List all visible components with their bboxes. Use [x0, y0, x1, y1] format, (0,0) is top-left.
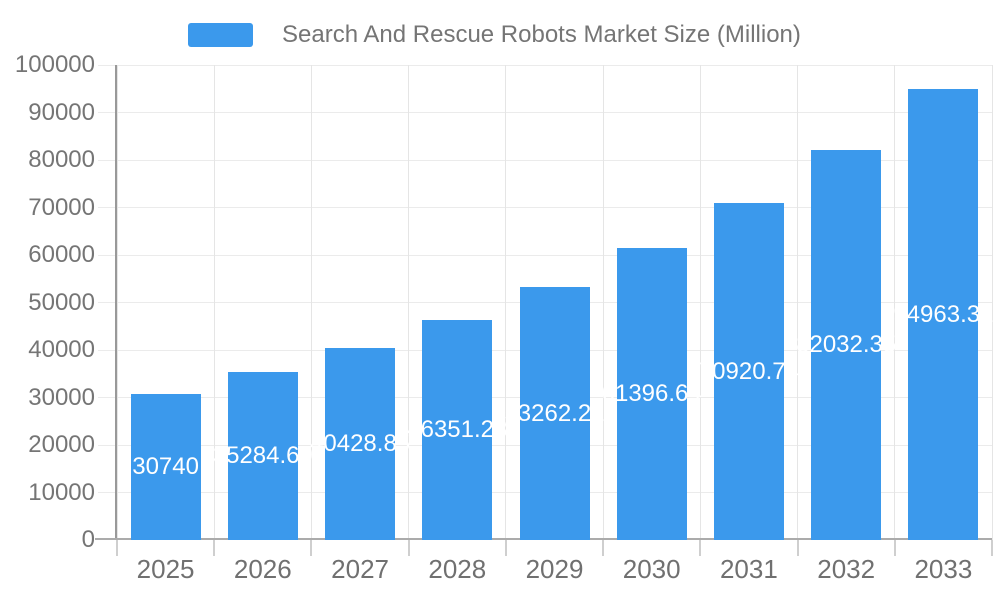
y-gridline	[98, 159, 992, 161]
x-tick-mark	[310, 540, 313, 556]
bar-2025[interactable]: 30740	[130, 394, 201, 540]
x-tick-mark	[602, 540, 605, 556]
y-gridline	[98, 207, 992, 208]
x-gridline	[310, 65, 312, 540]
bar-value-label: 61396.64	[601, 380, 702, 407]
x-gridline	[408, 65, 410, 540]
x-tick-label-2031: 2031	[719, 554, 778, 584]
y-tick-label: 60000	[28, 241, 95, 268]
y-tick-label: 70000	[28, 193, 95, 221]
y-gridline	[98, 64, 992, 66]
x-tick-mark	[116, 540, 118, 556]
x-tick-label-2033: 2033	[914, 554, 973, 584]
y-axis-line	[115, 65, 117, 540]
x-tick-label-2029: 2029	[525, 554, 584, 584]
x-gridline	[505, 65, 507, 540]
x-tick-label-2030: 2030	[622, 554, 681, 584]
x-gridline	[602, 65, 604, 540]
x-gridline	[699, 65, 701, 540]
y-tick-label: 0	[81, 526, 95, 553]
y-tick-label: 80000	[28, 146, 95, 173]
bar-value-label: 70920.74	[698, 357, 799, 385]
bar-2026[interactable]: 35284.69	[213, 372, 313, 540]
bar-value-label: 46351.28	[407, 416, 508, 443]
x-tick-mark	[991, 540, 993, 556]
bar-2030[interactable]: 61396.64	[602, 248, 702, 540]
x-tick-mark	[407, 540, 410, 556]
y-tick-label: 20000	[28, 431, 95, 458]
bar-2028[interactable]: 46351.28	[407, 320, 507, 540]
bar-value-label: 30740	[132, 453, 199, 480]
y-tick-label: 50000	[28, 288, 95, 316]
x-tick-label-2028: 2028	[428, 554, 487, 584]
y-tick-label: 90000	[28, 98, 95, 126]
x-gridline	[894, 65, 896, 540]
legend-swatch[interactable]	[188, 23, 253, 47]
x-tick-mark	[796, 540, 799, 556]
x-gridline	[991, 65, 993, 540]
x-tick-label-2025: 2025	[136, 554, 195, 584]
bar-2031[interactable]: 70920.74	[699, 203, 799, 540]
x-tick-label-2032: 2032	[817, 554, 876, 584]
bar-value-label: 53262.21	[504, 399, 605, 427]
y-tick-label: 100000	[14, 51, 95, 78]
bar-value-label: 40428.85	[310, 430, 411, 457]
x-tick-mark	[213, 540, 216, 556]
y-gridline	[98, 254, 992, 256]
x-tick-mark	[504, 540, 507, 556]
x-tick-label-2027: 2027	[331, 554, 390, 584]
x-gridline	[797, 65, 799, 540]
bar-value-label: 94963.31	[893, 300, 994, 328]
bar-2032[interactable]: 82032.35	[796, 150, 896, 540]
x-tick-mark	[699, 540, 702, 556]
y-tick-label: 30000	[28, 383, 95, 411]
x-tick-label-2026: 2026	[233, 554, 292, 584]
x-tick-mark	[893, 540, 896, 556]
x-gridline	[213, 65, 215, 540]
bar-value-label: 35284.69	[212, 442, 313, 469]
bar-2033[interactable]: 94963.31	[893, 89, 993, 540]
bar-2029[interactable]: 53262.21	[504, 287, 605, 540]
bar-value-label: 82032.35	[796, 331, 897, 358]
chart-title[interactable]: Search And Rescue Robots Market Size (Mi…	[282, 21, 801, 48]
y-tick-label: 10000	[28, 478, 95, 506]
x-gridline	[116, 65, 118, 540]
y-tick-label: 40000	[28, 336, 95, 363]
y-gridline	[98, 112, 992, 113]
bar-2027[interactable]: 40428.85	[310, 348, 410, 540]
plot-area: 0 10000 20000 30000 40000 50000 60000 70000 8000…	[15, 52, 994, 585]
